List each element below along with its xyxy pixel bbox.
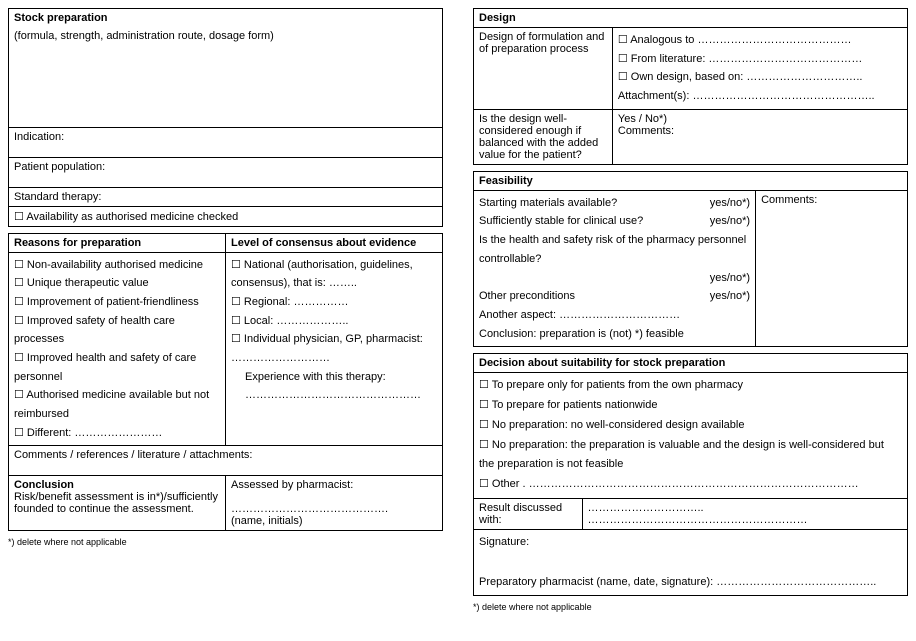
conclusion-body: Risk/benefit assessment is in*)/sufficie… [14,491,218,515]
feas-yn1: yes/no*) [710,194,750,213]
design-opt-own[interactable]: Own design, based on: ………………………….. [618,68,902,87]
evidence-2[interactable]: Regional: …………… [231,293,437,312]
reasons-table: Reasons for preparation Level of consens… [8,233,443,532]
result-discussed-value: ………………………….. …………………………………………………… [582,499,908,530]
feas-q2: Sufficiently stable for clinical use? [479,212,643,231]
design-formulation-label: Design of formulation and of preparation… [474,28,613,110]
design-comments-label: Comments: [618,125,674,137]
result-discussed-label: Result discussed with: [474,499,583,530]
feas-q4: Other preconditions [479,287,575,306]
decision-options: To prepare only for patients from the ow… [474,373,908,499]
feas-conclusion: Conclusion: preparation is (not) *) feas… [479,325,750,344]
availability-label: Availability as authorised medicine chec… [26,211,238,223]
conclusion-title: Conclusion [14,479,74,491]
evidence-6: ………………………………………… [231,386,437,405]
stock-prep-title: Stock preparation [9,9,443,28]
decision-table: Decision about suitability for stock pre… [473,353,908,596]
design-wellconsidered-value: Yes / No*) Comments: [612,109,907,164]
design-title: Design [474,9,908,28]
availability-checkbox-row[interactable]: Availability as authorised medicine chec… [9,206,443,226]
reasons-cell: Non-availability authorised medicine Uni… [9,252,226,446]
design-opt-literature[interactable]: From literature: …………………………………… [618,50,902,69]
assessed-label: Assessed by pharmacist: [231,479,353,491]
design-options-cell: Analogous to …………………………………… From literat… [612,28,907,110]
decision-3[interactable]: No preparation: no well-considered desig… [479,416,902,436]
left-footnote: *) delete where not applicable [8,537,443,547]
evidence-cell: National (authorisation, guidelines, con… [226,252,443,446]
reason-7[interactable]: Different: …………………… [14,424,220,443]
evidence-5: Experience with this therapy: [231,368,437,387]
left-column: Stock preparation (formula, strength, ad… [8,8,443,612]
design-opt-analogous[interactable]: Analogous to …………………………………… [618,31,902,50]
assessed-dots: ……………………………………. [231,503,388,515]
preparatory-pharmacist: Preparatory pharmacist (name, date, sign… [479,573,902,593]
stock-preparation-table: Stock preparation (formula, strength, ad… [8,8,443,227]
assessed-cell: Assessed by pharmacist: ……………………………………. … [226,476,443,531]
decision-5[interactable]: Other . ……………………………………………………………………………… [479,475,902,495]
result-dots1: ………………………….. [588,502,704,514]
feas-q1: Starting materials available? [479,194,617,213]
stock-prep-subtitle: (formula, strength, administration route… [9,27,443,127]
reason-6[interactable]: Authorised medicine available but not re… [14,386,220,423]
reasons-header: Reasons for preparation [9,233,226,252]
design-attachments: Attachment(s): ………………………………………….. [618,87,902,106]
feasibility-questions: Starting materials available? yes/no*) Su… [474,190,756,347]
reason-3[interactable]: Improvement of patient-friendliness [14,293,220,312]
right-column: Design Design of formulation and of prep… [473,8,908,612]
design-wellconsidered-label: Is the design well-considered enough if … [474,109,613,164]
decision-2[interactable]: To prepare for patients nationwide [479,396,902,416]
feasibility-title: Feasibility [474,171,908,190]
indication-label: Indication: [9,127,443,157]
reason-4[interactable]: Improved safety of health care processes [14,312,220,349]
feas-yn2: yes/no*) [710,212,750,231]
patient-population-label: Patient population: [9,157,443,187]
feas-yn3: yes/no*) [710,269,750,288]
evidence-4[interactable]: Individual physician, GP, pharmacist: ……… [231,330,437,367]
feasibility-comments: Comments: [756,190,908,347]
evidence-header: Level of consensus about evidence [226,233,443,252]
feas-another: Another aspect: …………………………… [479,306,750,325]
decision-1[interactable]: To prepare only for patients from the ow… [479,376,902,396]
assessed-name: (name, initials) [231,515,303,527]
decision-4[interactable]: No preparation: the preparation is valua… [479,436,902,476]
standard-therapy-label: Standard therapy: [9,187,443,206]
reason-5[interactable]: Improved health and safety of care perso… [14,349,220,386]
feas-q3: Is the health and safety risk of the pha… [479,231,750,268]
signature-label: Signature: [479,533,902,553]
signature-cell: Signature: Preparatory pharmacist (name,… [474,530,908,596]
decision-title: Decision about suitability for stock pre… [474,354,908,373]
evidence-3[interactable]: Local: ……………….. [231,312,437,331]
reason-2[interactable]: Unique therapeutic value [14,274,220,293]
design-table: Design Design of formulation and of prep… [473,8,908,165]
yes-no-text: Yes / No*) [618,113,667,125]
feasibility-table: Feasibility Starting materials available… [473,171,908,348]
right-footnote: *) delete where not applicable [473,602,908,612]
feas-yn4: yes/no*) [710,287,750,306]
evidence-1[interactable]: National (authorisation, guidelines, con… [231,256,437,293]
conclusion-cell: Conclusion Risk/benefit assessment is in… [9,476,226,531]
form-container: Stock preparation (formula, strength, ad… [8,8,908,612]
reason-1[interactable]: Non-availability authorised medicine [14,256,220,275]
comments-label: Comments / references / literature / att… [9,446,443,476]
checkbox-icon [14,211,26,223]
result-dots2: …………………………………………………… [588,514,808,526]
